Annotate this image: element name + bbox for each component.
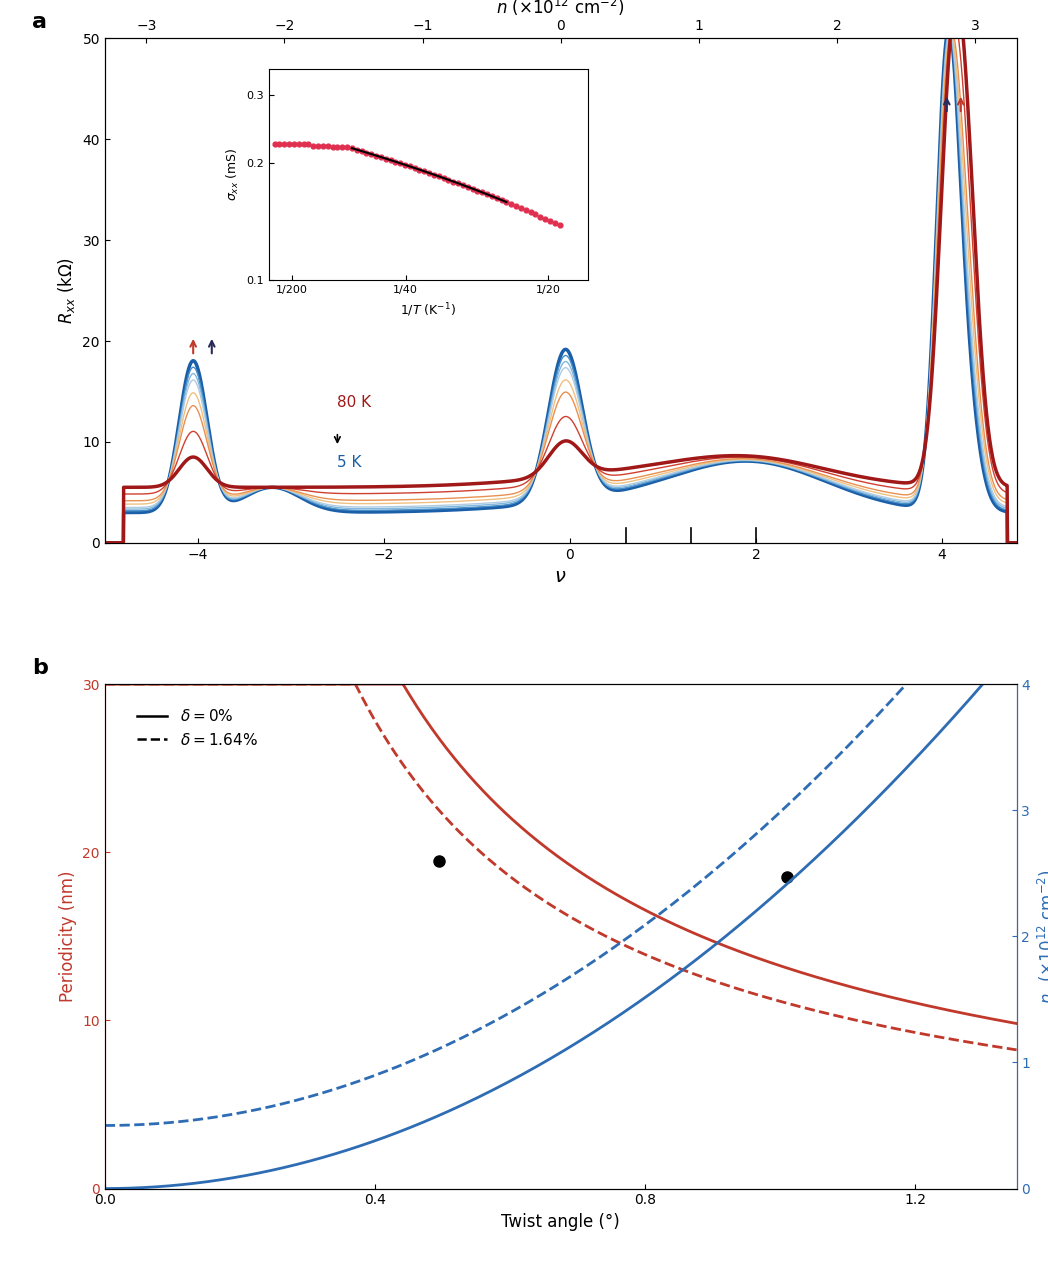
$\delta = 1.64\%$ [531, 889, 544, 905]
Text: b: b [31, 658, 48, 677]
Y-axis label: $R_{xx}$ (k$\Omega$): $R_{xx}$ (k$\Omega$) [56, 257, 77, 325]
Text: 5 K: 5 K [337, 455, 362, 470]
$\delta = 0\%$ [988, 1012, 1001, 1028]
$\delta = 0\%$ [99, 676, 111, 691]
$\delta = 0\%$ [592, 875, 605, 891]
X-axis label: $\nu$: $\nu$ [554, 567, 567, 587]
$\delta = 1.64\%$ [537, 892, 549, 907]
X-axis label: Twist angle (°): Twist angle (°) [501, 1213, 620, 1231]
Legend: $\delta = 0\%$, $\delta = 1.64\%$: $\delta = 0\%$, $\delta = 1.64\%$ [131, 702, 263, 754]
Line: $\delta = 1.64\%$: $\delta = 1.64\%$ [105, 684, 1017, 1049]
$\delta = 1.64\%$ [1010, 1042, 1023, 1057]
$\delta = 0\%$ [537, 838, 549, 854]
$\delta = 1.64\%$ [988, 1039, 1001, 1054]
X-axis label: $n$ ($\times$10$^{12}$ cm$^{-2}$): $n$ ($\times$10$^{12}$ cm$^{-2}$) [497, 0, 625, 18]
Text: 80 K: 80 K [337, 395, 372, 410]
$\delta = 1.64\%$ [641, 948, 654, 964]
$\delta = 0\%$ [531, 833, 544, 849]
Y-axis label: Periodicity (nm): Periodicity (nm) [59, 870, 77, 1002]
$\delta = 0\%$ [1010, 1016, 1023, 1031]
$\delta = 0\%$ [641, 904, 654, 919]
$\delta = 1.64\%$ [592, 924, 605, 939]
Y-axis label: $n_s$ ($\times$10$^{12}$ cm$^{-2}$): $n_s$ ($\times$10$^{12}$ cm$^{-2}$) [1035, 869, 1048, 1003]
Line: $\delta = 0\%$: $\delta = 0\%$ [105, 684, 1017, 1024]
Text: a: a [31, 13, 47, 32]
$\delta = 1.64\%$ [99, 676, 111, 691]
$\delta = 1.64\%$ [846, 1012, 858, 1028]
$\delta = 0\%$ [846, 979, 858, 994]
